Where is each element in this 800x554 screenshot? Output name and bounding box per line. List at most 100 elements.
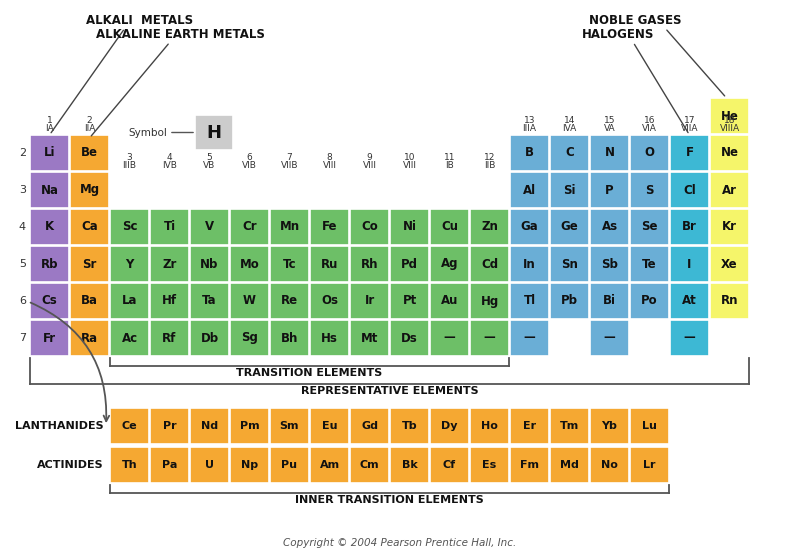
Text: 2: 2 <box>86 116 92 125</box>
Text: HALOGENS: HALOGENS <box>582 28 654 41</box>
Text: 3: 3 <box>126 153 132 162</box>
Text: VIII: VIII <box>402 161 417 170</box>
FancyBboxPatch shape <box>70 320 109 356</box>
Text: 11: 11 <box>444 153 455 162</box>
FancyBboxPatch shape <box>470 447 509 483</box>
Text: 3: 3 <box>19 185 26 195</box>
Text: 6: 6 <box>19 296 26 306</box>
Text: I: I <box>687 258 692 270</box>
Text: —: — <box>684 331 695 345</box>
FancyBboxPatch shape <box>390 408 429 444</box>
FancyBboxPatch shape <box>230 209 269 245</box>
Text: Eu: Eu <box>322 421 338 431</box>
FancyBboxPatch shape <box>710 98 749 134</box>
Text: Si: Si <box>563 183 576 197</box>
Text: Ca: Ca <box>81 220 98 233</box>
Text: Symbol: Symbol <box>128 127 167 137</box>
FancyBboxPatch shape <box>350 447 389 483</box>
Text: Li: Li <box>44 146 55 160</box>
Text: W: W <box>243 295 256 307</box>
FancyBboxPatch shape <box>430 246 469 282</box>
FancyBboxPatch shape <box>710 135 749 171</box>
FancyBboxPatch shape <box>510 246 549 282</box>
FancyBboxPatch shape <box>550 283 589 319</box>
Text: Ta: Ta <box>202 295 217 307</box>
FancyBboxPatch shape <box>150 209 189 245</box>
Text: VIII: VIII <box>362 161 377 170</box>
FancyBboxPatch shape <box>510 408 549 444</box>
FancyBboxPatch shape <box>430 209 469 245</box>
FancyBboxPatch shape <box>30 246 69 282</box>
FancyBboxPatch shape <box>70 135 109 171</box>
Text: 8: 8 <box>326 153 332 162</box>
Text: H: H <box>206 124 222 141</box>
FancyBboxPatch shape <box>110 246 149 282</box>
FancyBboxPatch shape <box>350 246 389 282</box>
Text: —: — <box>604 331 615 345</box>
Text: Na: Na <box>41 183 58 197</box>
FancyBboxPatch shape <box>310 209 349 245</box>
Text: Y: Y <box>126 258 134 270</box>
Text: LANTHANIDES: LANTHANIDES <box>15 421 104 431</box>
Text: Pr: Pr <box>162 421 176 431</box>
Text: He: He <box>721 110 738 122</box>
Text: 9: 9 <box>366 153 372 162</box>
FancyBboxPatch shape <box>390 246 429 282</box>
FancyBboxPatch shape <box>630 135 669 171</box>
Text: Sn: Sn <box>561 258 578 270</box>
Text: Np: Np <box>241 460 258 470</box>
FancyBboxPatch shape <box>550 408 589 444</box>
Text: Zr: Zr <box>162 258 177 270</box>
FancyBboxPatch shape <box>510 447 549 483</box>
FancyBboxPatch shape <box>110 408 149 444</box>
FancyBboxPatch shape <box>630 172 669 208</box>
Text: VIIIA: VIIIA <box>719 124 739 133</box>
Text: 17: 17 <box>684 116 695 125</box>
Text: Mo: Mo <box>240 258 259 270</box>
FancyBboxPatch shape <box>590 135 629 171</box>
FancyBboxPatch shape <box>230 283 269 319</box>
Text: Ne: Ne <box>721 146 738 160</box>
Text: 15: 15 <box>604 116 615 125</box>
Text: P: P <box>605 183 614 197</box>
Text: Ra: Ra <box>81 331 98 345</box>
Text: Tm: Tm <box>560 421 579 431</box>
Text: Cu: Cu <box>441 220 458 233</box>
Text: ALKALI  METALS: ALKALI METALS <box>86 14 194 27</box>
FancyBboxPatch shape <box>190 246 229 282</box>
Text: Fm: Fm <box>520 460 539 470</box>
FancyBboxPatch shape <box>510 320 549 356</box>
Text: TRANSITION ELEMENTS: TRANSITION ELEMENTS <box>236 368 382 378</box>
FancyBboxPatch shape <box>195 115 233 150</box>
FancyBboxPatch shape <box>70 283 109 319</box>
FancyBboxPatch shape <box>670 246 709 282</box>
FancyBboxPatch shape <box>110 209 149 245</box>
Text: Cm: Cm <box>360 460 379 470</box>
Text: Au: Au <box>441 295 458 307</box>
Text: C: C <box>565 146 574 160</box>
Text: V: V <box>205 220 214 233</box>
Text: 7: 7 <box>286 153 292 162</box>
Text: —: — <box>444 331 455 345</box>
Text: 6: 6 <box>246 153 252 162</box>
FancyBboxPatch shape <box>430 447 469 483</box>
Text: IIIB: IIIB <box>122 161 137 170</box>
FancyBboxPatch shape <box>150 320 189 356</box>
Text: Ho: Ho <box>481 421 498 431</box>
FancyBboxPatch shape <box>70 209 109 245</box>
Text: Th: Th <box>122 460 138 470</box>
Text: Ge: Ge <box>561 220 578 233</box>
FancyBboxPatch shape <box>150 283 189 319</box>
Text: Sr: Sr <box>82 258 97 270</box>
Text: Mn: Mn <box>279 220 299 233</box>
Text: NOBLE GASES: NOBLE GASES <box>589 14 682 27</box>
FancyBboxPatch shape <box>510 135 549 171</box>
Text: VA: VA <box>604 124 615 133</box>
FancyBboxPatch shape <box>710 172 749 208</box>
FancyBboxPatch shape <box>310 408 349 444</box>
Text: Lu: Lu <box>642 421 657 431</box>
Text: Co: Co <box>361 220 378 233</box>
Text: 16: 16 <box>644 116 655 125</box>
FancyBboxPatch shape <box>390 447 429 483</box>
FancyBboxPatch shape <box>630 209 669 245</box>
